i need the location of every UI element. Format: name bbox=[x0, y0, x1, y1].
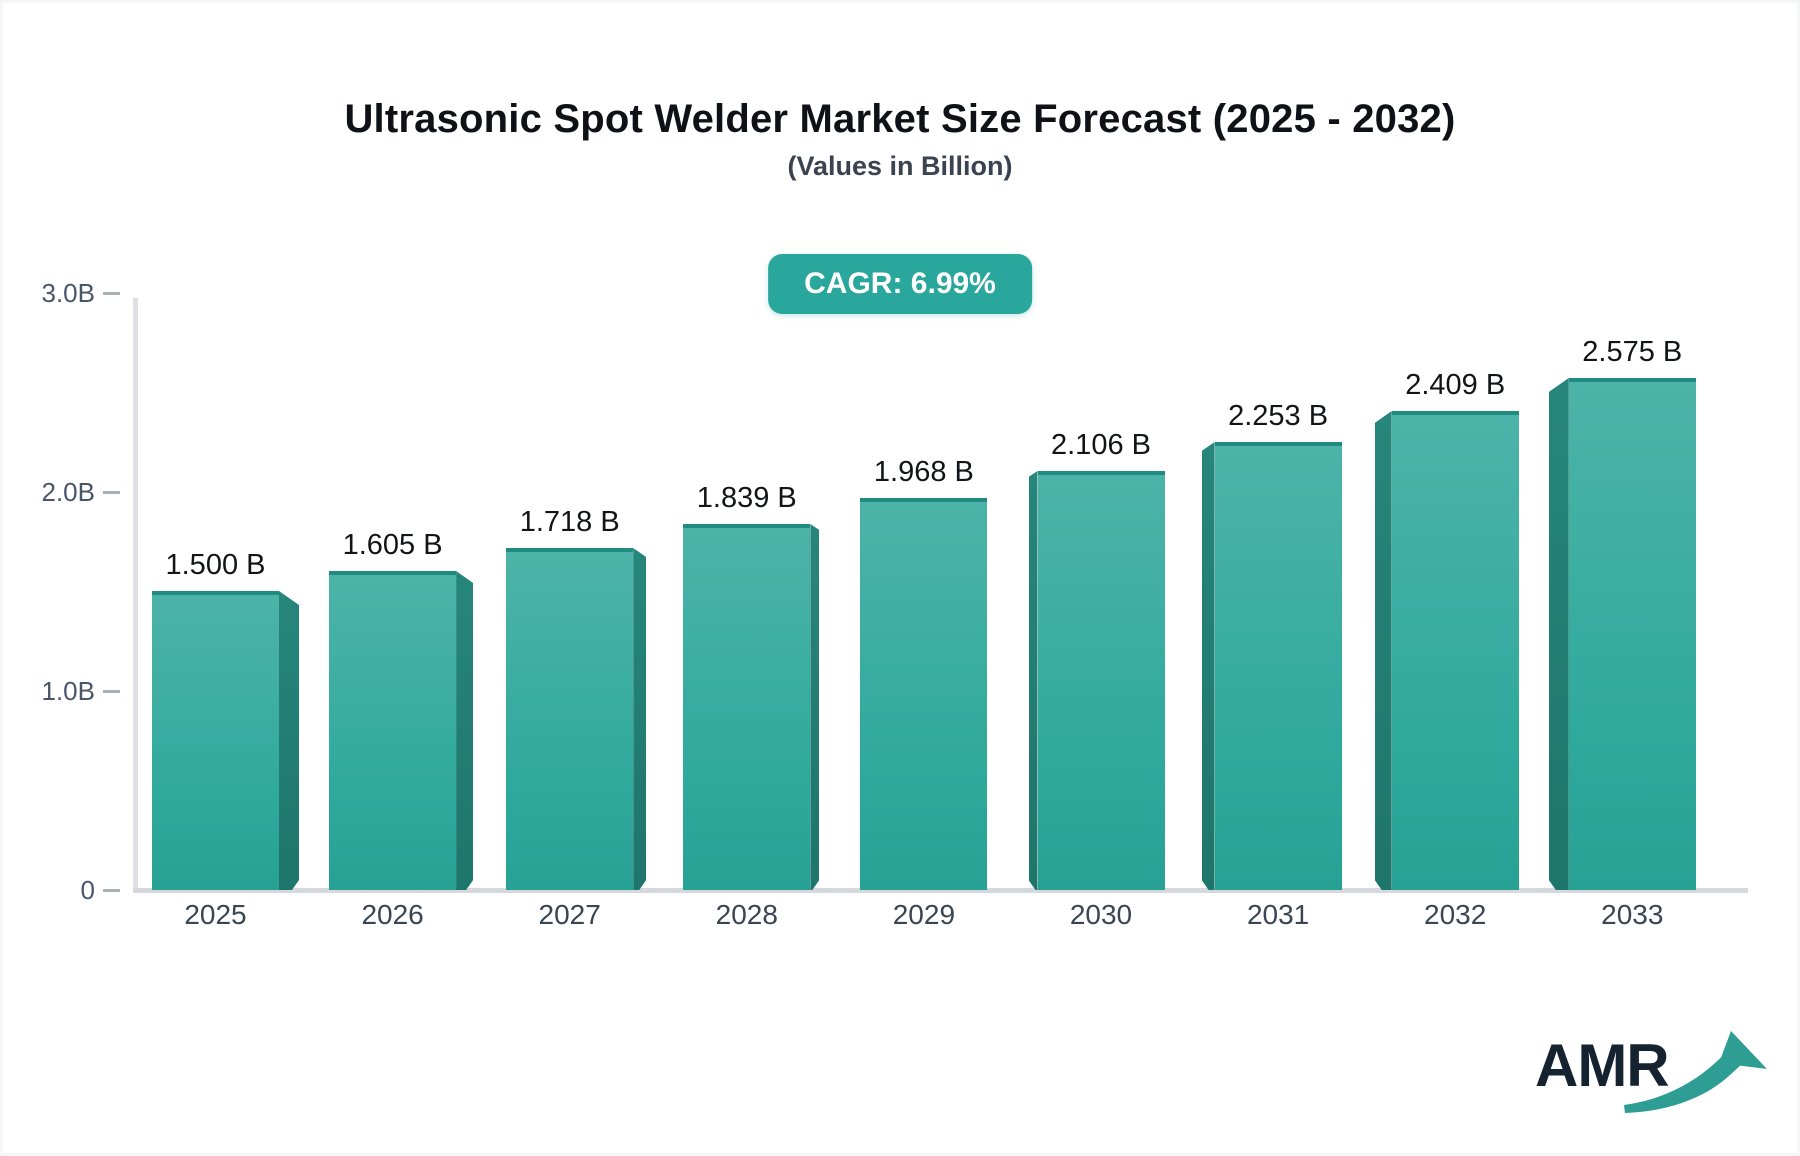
x-axis-label: 2027 bbox=[538, 899, 601, 930]
bar-value-label: 1.968 B bbox=[873, 456, 974, 488]
bar-value-label: 2.253 B bbox=[1228, 400, 1329, 432]
y-axis-tick-label: 3.0B bbox=[41, 278, 96, 308]
bar-3d-side bbox=[1549, 378, 1569, 890]
growth-arrow-icon bbox=[1624, 1031, 1767, 1113]
bar-3d-side bbox=[279, 591, 299, 890]
bar-value-label: 1.605 B bbox=[342, 529, 443, 561]
y-axis-tick-mark bbox=[103, 888, 120, 892]
bar[interactable] bbox=[152, 591, 279, 890]
x-axis-label: 2025 bbox=[184, 899, 247, 930]
x-axis-label: 2026 bbox=[361, 899, 424, 930]
y-axis-tick-mark bbox=[103, 689, 120, 693]
bar[interactable] bbox=[683, 524, 811, 890]
bar-value-label: 2.106 B bbox=[1051, 429, 1151, 461]
bar[interactable] bbox=[1214, 442, 1342, 890]
bar-3d-side bbox=[1375, 411, 1392, 890]
chart-subtitle: (Values in Billion) bbox=[787, 151, 1013, 181]
bar-3d-side bbox=[1202, 442, 1215, 890]
cagr-badge: CAGR: 6.99% bbox=[768, 254, 1032, 314]
x-axis-label: 2029 bbox=[892, 899, 956, 930]
y-axis-tick-label: 0 bbox=[80, 875, 95, 905]
y-axis-tick-mark bbox=[103, 490, 120, 494]
amr-logo-text: AMR bbox=[1535, 1032, 1670, 1099]
bar[interactable] bbox=[1391, 411, 1519, 890]
y-axis-tick-label: 1.0B bbox=[41, 676, 96, 706]
bar[interactable] bbox=[860, 498, 988, 890]
bar-3d-side bbox=[810, 524, 819, 890]
amr-logo: AMR bbox=[1535, 1031, 1767, 1121]
chart-title: Ultrasonic Spot Welder Market Size Forec… bbox=[344, 97, 1456, 141]
bar-3d-side bbox=[456, 571, 473, 890]
bar-value-label: 2.575 B bbox=[1582, 336, 1683, 368]
bar-value-label: 2.409 B bbox=[1405, 369, 1506, 401]
bar-3d-side bbox=[633, 548, 646, 890]
bar[interactable] bbox=[506, 548, 634, 890]
bar[interactable] bbox=[1568, 378, 1696, 890]
x-axis-label: 2030 bbox=[1069, 899, 1133, 930]
bar-3d-side bbox=[1029, 471, 1038, 890]
bar-value-label: 1.500 B bbox=[165, 549, 266, 581]
x-axis-label: 2031 bbox=[1246, 899, 1310, 930]
y-axis-tick-label: 2.0B bbox=[41, 477, 96, 507]
plot-area: 3.0B 2.0B 1.0B 0 1.500 B 2025 1.605 B 2026 1.718… bbox=[3, 3, 1797, 1153]
x-axis-label: 2032 bbox=[1424, 899, 1487, 930]
bar[interactable] bbox=[1037, 471, 1165, 890]
bar[interactable] bbox=[329, 571, 457, 890]
bar-value-label: 1.718 B bbox=[519, 506, 620, 538]
y-axis-tick-mark bbox=[103, 291, 120, 295]
x-axis-label: 2028 bbox=[715, 899, 778, 930]
y-axis-line bbox=[133, 298, 138, 890]
x-axis-line bbox=[133, 888, 1748, 893]
x-axis-label: 2033 bbox=[1601, 899, 1664, 930]
bar-value-label: 1.839 B bbox=[696, 482, 797, 514]
